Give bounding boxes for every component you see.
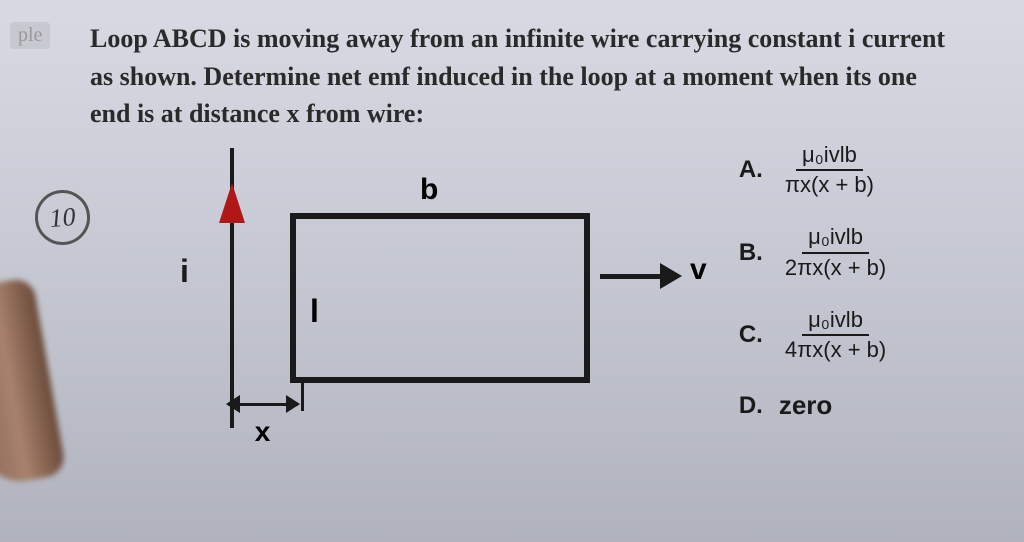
option-letter: C.: [739, 321, 769, 349]
option-fraction: μ₀ivlb πx(x + b): [779, 143, 880, 197]
current-label: i: [180, 253, 189, 290]
fraction-denominator: πx(x + b): [779, 171, 880, 197]
option-letter: A.: [739, 156, 769, 184]
content-row: i b l v x A. μ₀ivlb πx(x + b): [50, 143, 994, 473]
option-c[interactable]: C. μ₀ivlb 4πx(x + b): [739, 308, 994, 362]
question-number-circle: 10: [33, 188, 93, 248]
fraction-numerator: μ₀ivlb: [802, 308, 869, 336]
option-a[interactable]: A. μ₀ivlb πx(x + b): [739, 143, 994, 197]
dimension-line: [228, 403, 298, 406]
option-letter: D.: [739, 392, 769, 420]
arrow-head: [660, 263, 682, 289]
option-fraction: μ₀ivlb 4πx(x + b): [779, 308, 892, 362]
option-text: zero: [779, 390, 832, 421]
velocity-label: v: [690, 253, 707, 287]
fraction-numerator: μ₀ivlb: [796, 143, 863, 171]
diagram: i b l v x: [140, 143, 729, 473]
distance-label: x: [255, 416, 271, 448]
option-b[interactable]: B. μ₀ivlb 2πx(x + b): [739, 225, 994, 279]
distance-dimension: x: [225, 403, 300, 448]
option-d[interactable]: D. zero: [739, 390, 994, 421]
question-number: 10: [35, 190, 90, 245]
dimension-tick: [301, 383, 304, 411]
option-letter: B.: [739, 239, 769, 267]
fraction-denominator: 2πx(x + b): [779, 254, 892, 280]
page-photo: ple Loop ABCD is moving away from an inf…: [0, 0, 1024, 542]
fraction-denominator: 4πx(x + b): [779, 336, 892, 362]
loop-rectangle: [290, 213, 590, 383]
width-label: b: [420, 173, 438, 207]
question-prefix-badge: ple: [10, 22, 50, 49]
height-label: l: [310, 293, 319, 330]
question-text: Loop ABCD is moving away from an infinit…: [50, 20, 950, 133]
fraction-numerator: μ₀ivlb: [802, 225, 869, 253]
velocity-arrow-icon: [600, 263, 682, 289]
arrow-shaft: [600, 274, 660, 279]
current-arrow-icon: [219, 183, 245, 223]
options-list: A. μ₀ivlb πx(x + b) B. μ₀ivlb 2πx(x + b)…: [739, 143, 994, 421]
option-fraction: μ₀ivlb 2πx(x + b): [779, 225, 892, 279]
